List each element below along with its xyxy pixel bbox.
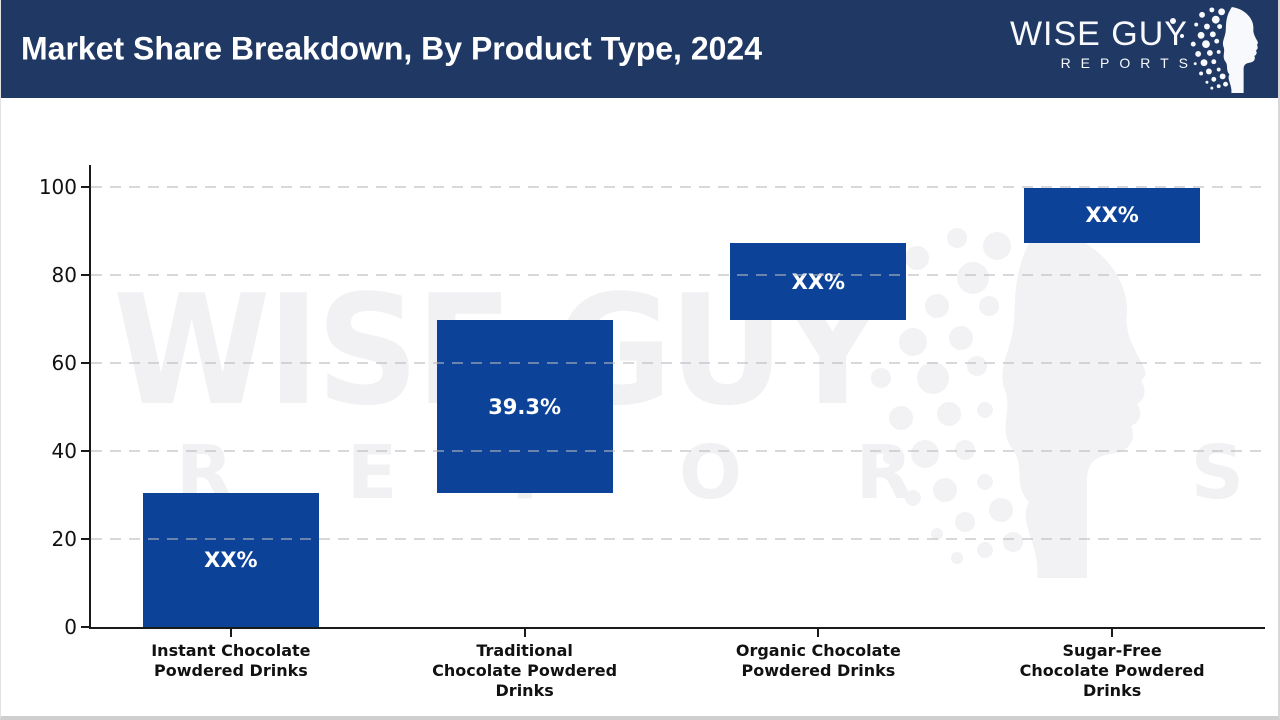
y-tick-mark [81, 274, 89, 276]
x-tick-mark [817, 629, 820, 637]
gridline-40 [91, 450, 1263, 452]
bar-segment: XX% [142, 493, 319, 627]
x-tick-mark [1111, 629, 1114, 637]
bar-segment: XX% [730, 242, 907, 321]
y-tick-label: 60 [51, 351, 77, 375]
y-axis [89, 165, 91, 629]
y-tick-label: 40 [51, 439, 77, 463]
chart-title: Market Share Breakdown, By Product Type,… [21, 30, 762, 67]
bar-segment: 39.3% [436, 320, 613, 494]
y-tick-mark [81, 450, 89, 452]
logo-reports-text: REPORTS [1060, 55, 1198, 71]
gridline-60 [91, 362, 1263, 364]
bar-value-label: XX% [791, 269, 846, 294]
logo-head-icon [1190, 5, 1264, 93]
wise-guy-reports-logo: WISE GUY REPORTS [1008, 0, 1268, 98]
y-tick-mark [81, 186, 89, 188]
logo-dot [1180, 34, 1184, 38]
category-label: Instant Chocolate Powdered Drinks [151, 641, 311, 680]
logo-wordmark: WISE GUY [1009, 15, 1188, 53]
x-tick-mark [229, 629, 232, 637]
gridline-100 [91, 186, 1263, 188]
x-tick-mark [523, 629, 526, 637]
bar-value-label: XX% [204, 548, 258, 573]
header-bar: Market Share Breakdown, By Product Type,… [1, 0, 1278, 98]
bar-value-label: XX% [1085, 203, 1139, 228]
gridline-20 [91, 538, 1263, 540]
x-axis [89, 627, 1265, 629]
logo-dot [1170, 18, 1176, 24]
bar-value-label: 39.3% [488, 394, 562, 419]
y-tick-label: 80 [51, 263, 77, 287]
gridline-80 [91, 274, 1263, 276]
y-tick-mark [81, 626, 89, 628]
category-label: Organic Chocolate Powdered Drinks [735, 641, 901, 680]
category-label: Sugar-Free Chocolate Powdered Drinks [1019, 641, 1205, 700]
y-tick-label: 100 [38, 175, 77, 199]
category-label: Traditional Chocolate Powdered Drinks [432, 641, 618, 700]
y-tick-mark [81, 538, 89, 540]
logo-text: WISE GUY REPORTS [1010, 16, 1188, 71]
bar-segment: XX% [1024, 187, 1201, 243]
y-tick-label: 20 [51, 527, 77, 551]
y-tick-mark [81, 362, 89, 364]
y-tick-label: 0 [64, 615, 77, 639]
